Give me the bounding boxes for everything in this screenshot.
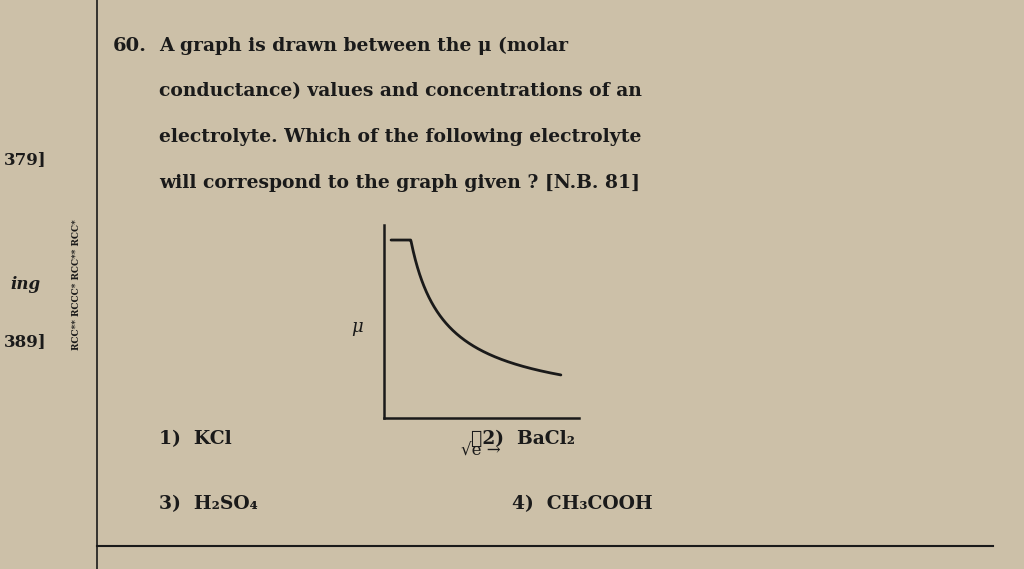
Text: 1)  KCl: 1) KCl (159, 430, 231, 448)
Text: 379]: 379] (4, 151, 47, 168)
Text: 3)  H₂SO₄: 3) H₂SO₄ (159, 495, 258, 513)
Text: 389]: 389] (4, 333, 47, 350)
Text: RCC** RCCC* RCC** RCC*: RCC** RCCC* RCC** RCC* (73, 219, 81, 350)
Text: μ: μ (351, 318, 364, 336)
Text: √e →: √e → (462, 443, 501, 460)
Text: 4)  CH₃COOH: 4) CH₃COOH (512, 495, 652, 513)
Text: 60.: 60. (113, 37, 146, 55)
Text: conductance) values and concentrations of an: conductance) values and concentrations o… (159, 83, 642, 101)
Text: electrolyte. Which of the following electrolyte: electrolyte. Which of the following elec… (159, 128, 641, 146)
Text: will correspond to the graph given ? [N.B. 81]: will correspond to the graph given ? [N.… (159, 174, 640, 192)
Text: A graph is drawn between the μ (molar: A graph is drawn between the μ (molar (159, 37, 568, 55)
Text: ✓2)  BaCl₂: ✓2) BaCl₂ (471, 430, 575, 448)
Text: ing: ing (10, 276, 41, 293)
